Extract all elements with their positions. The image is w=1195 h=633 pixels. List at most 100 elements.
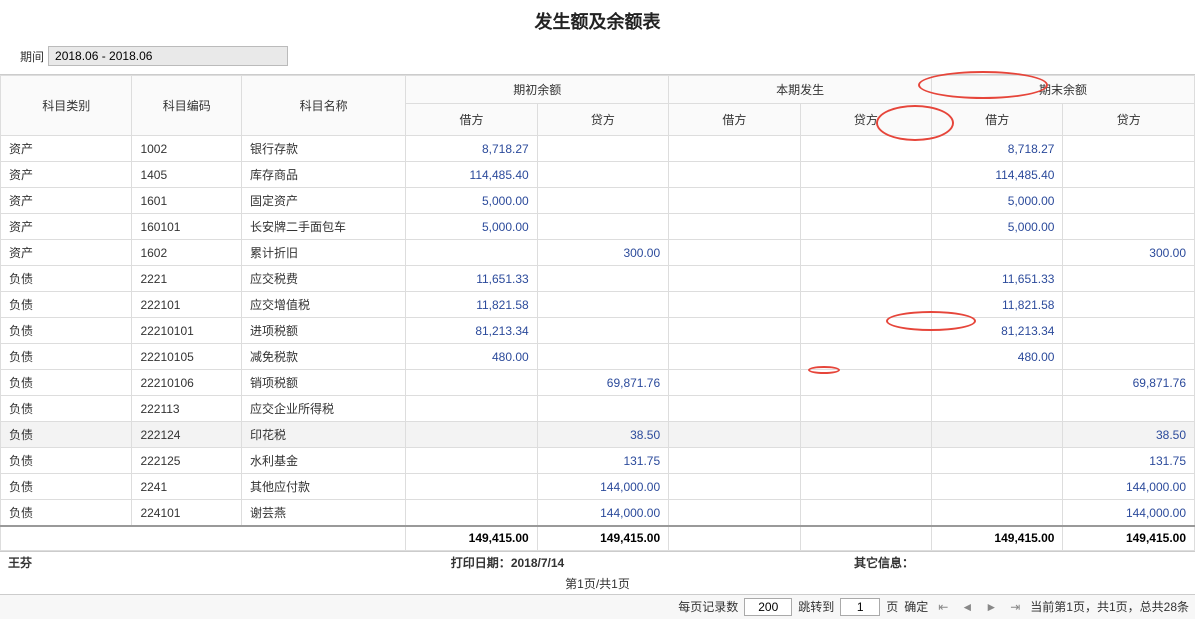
cell-opening-credit — [537, 136, 668, 162]
cell-code: 222113 — [132, 396, 242, 422]
th-current-credit[interactable]: 贷方 — [800, 104, 931, 136]
table-row[interactable]: 资产1002银行存款8,718.278,718.27 — [1, 136, 1195, 162]
th-closing-credit[interactable]: 贷方 — [1063, 104, 1195, 136]
cell-code: 1405 — [132, 162, 242, 188]
table-row[interactable]: 资产1602累计折旧300.00300.00 — [1, 240, 1195, 266]
period-input[interactable] — [48, 46, 288, 66]
total-closing-credit: 149,415.00 — [1063, 526, 1195, 550]
cell-opening-debit: 5,000.00 — [406, 214, 537, 240]
report-container: 发生额及余额表 期间 科目类别 科目编码 科目名称 期初余额 本期发生 期末余额 — [0, 0, 1195, 619]
table-row[interactable]: 资产160101长安牌二手面包车5,000.005,000.00 — [1, 214, 1195, 240]
first-page-icon[interactable]: ⇤ — [934, 598, 952, 616]
cell-name: 库存商品 — [241, 162, 405, 188]
last-page-icon[interactable]: ⇥ — [1006, 598, 1024, 616]
print-date-value: 2018/7/14 — [511, 556, 564, 570]
cell-closing-credit — [1063, 318, 1195, 344]
table-row[interactable]: 负债224101谢芸燕144,000.00144,000.00 — [1, 500, 1195, 527]
prev-page-icon[interactable]: ◄ — [958, 598, 976, 616]
pager-status: 当前第1页，共1页，总共28条 — [1030, 598, 1189, 615]
total-opening-debit: 149,415.00 — [406, 526, 537, 550]
cell-current-debit — [669, 188, 800, 214]
cell-name: 印花税 — [241, 422, 405, 448]
per-page-input[interactable] — [744, 598, 792, 616]
table-body: 资产1002银行存款8,718.278,718.27资产1405库存商品114,… — [1, 136, 1195, 527]
cell-opening-debit: 81,213.34 — [406, 318, 537, 344]
cell-current-credit — [800, 422, 931, 448]
cell-closing-debit — [932, 500, 1063, 527]
cell-category: 负债 — [1, 292, 132, 318]
cell-closing-credit — [1063, 344, 1195, 370]
cell-closing-credit: 144,000.00 — [1063, 500, 1195, 527]
cell-name: 销项税额 — [241, 370, 405, 396]
cell-opening-debit — [406, 448, 537, 474]
table-row[interactable]: 负债22210106销项税额69,871.7669,871.76 — [1, 370, 1195, 396]
cell-closing-credit: 69,871.76 — [1063, 370, 1195, 396]
cell-opening-debit: 114,485.40 — [406, 162, 537, 188]
table-row[interactable]: 负债222124印花税38.5038.50 — [1, 422, 1195, 448]
cell-closing-credit: 38.50 — [1063, 422, 1195, 448]
cell-name: 应交税费 — [241, 266, 405, 292]
cell-category: 负债 — [1, 344, 132, 370]
cell-current-debit — [669, 344, 800, 370]
cell-category: 负债 — [1, 448, 132, 474]
cell-opening-credit: 69,871.76 — [537, 370, 668, 396]
balance-table-wrap: 科目类别 科目编码 科目名称 期初余额 本期发生 期末余额 借方 贷方 借方 贷… — [0, 74, 1195, 551]
cell-closing-credit: 300.00 — [1063, 240, 1195, 266]
table-row[interactable]: 负债222101应交增值税11,821.5811,821.58 — [1, 292, 1195, 318]
cell-opening-debit: 5,000.00 — [406, 188, 537, 214]
cell-category: 负债 — [1, 500, 132, 527]
cell-code: 22210105 — [132, 344, 242, 370]
jump-confirm[interactable]: 确定 — [904, 598, 928, 615]
total-current-credit — [800, 526, 931, 550]
table-row[interactable]: 负债222113应交企业所得税 — [1, 396, 1195, 422]
cell-closing-debit: 8,718.27 — [932, 136, 1063, 162]
table-row[interactable]: 负债2241其他应付款144,000.00144,000.00 — [1, 474, 1195, 500]
cell-opening-credit — [537, 162, 668, 188]
cell-current-credit — [800, 214, 931, 240]
cell-opening-credit: 131.75 — [537, 448, 668, 474]
cell-closing-debit — [932, 474, 1063, 500]
th-current-debit[interactable]: 借方 — [669, 104, 800, 136]
cell-category: 负债 — [1, 318, 132, 344]
cell-name: 累计折旧 — [241, 240, 405, 266]
th-group-opening: 期初余额 — [406, 76, 669, 104]
total-closing-debit: 149,415.00 — [932, 526, 1063, 550]
cell-current-debit — [669, 240, 800, 266]
jump-input[interactable] — [840, 598, 880, 616]
cell-current-debit — [669, 292, 800, 318]
cell-code: 222125 — [132, 448, 242, 474]
cell-current-credit — [800, 318, 931, 344]
cell-current-debit — [669, 370, 800, 396]
cell-current-credit — [800, 162, 931, 188]
cell-code: 1602 — [132, 240, 242, 266]
cell-name: 长安牌二手面包车 — [241, 214, 405, 240]
table-row[interactable]: 资产1405库存商品114,485.40114,485.40 — [1, 162, 1195, 188]
cell-code: 1002 — [132, 136, 242, 162]
th-name[interactable]: 科目名称 — [241, 76, 405, 136]
cell-opening-debit — [406, 500, 537, 527]
cell-opening-debit: 8,718.27 — [406, 136, 537, 162]
table-row[interactable]: 负债22210105减免税款480.00480.00 — [1, 344, 1195, 370]
cell-closing-debit: 5,000.00 — [932, 214, 1063, 240]
th-category[interactable]: 科目类别 — [1, 76, 132, 136]
th-closing-debit[interactable]: 借方 — [932, 104, 1063, 136]
cell-closing-credit — [1063, 396, 1195, 422]
cell-closing-debit — [932, 240, 1063, 266]
cell-closing-debit — [932, 422, 1063, 448]
total-current-debit — [669, 526, 800, 550]
th-code[interactable]: 科目编码 — [132, 76, 242, 136]
cell-current-credit — [800, 370, 931, 396]
next-page-icon[interactable]: ► — [982, 598, 1000, 616]
cell-closing-debit: 480.00 — [932, 344, 1063, 370]
cell-closing-credit — [1063, 136, 1195, 162]
cell-code: 222101 — [132, 292, 242, 318]
table-row[interactable]: 负债2221应交税费11,651.3311,651.33 — [1, 266, 1195, 292]
cell-name: 固定资产 — [241, 188, 405, 214]
cell-closing-debit — [932, 448, 1063, 474]
cell-opening-debit — [406, 240, 537, 266]
th-opening-credit[interactable]: 贷方 — [537, 104, 668, 136]
table-row[interactable]: 负债222125水利基金131.75131.75 — [1, 448, 1195, 474]
table-row[interactable]: 资产1601固定资产5,000.005,000.00 — [1, 188, 1195, 214]
th-opening-debit[interactable]: 借方 — [406, 104, 537, 136]
table-row[interactable]: 负债22210101进项税额81,213.3481,213.34 — [1, 318, 1195, 344]
